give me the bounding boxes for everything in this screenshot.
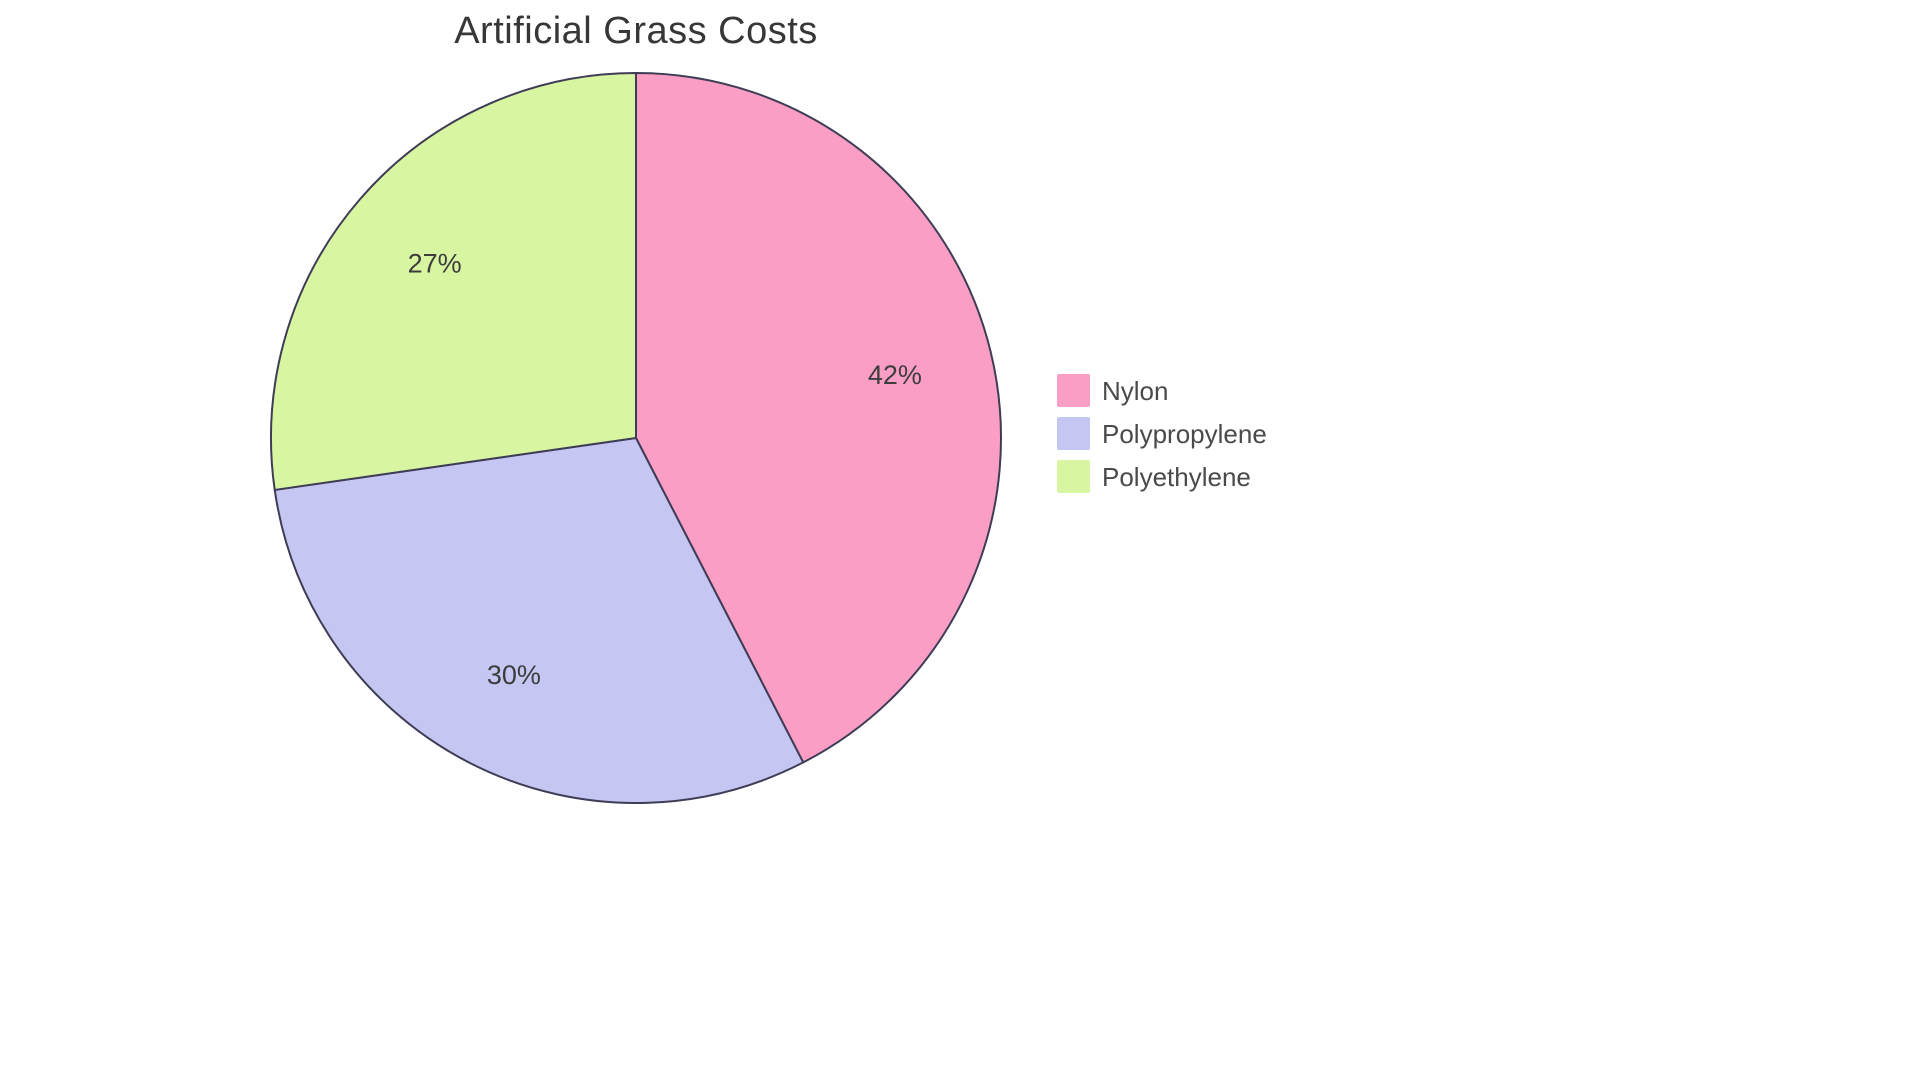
percent-label: 30% bbox=[487, 660, 541, 690]
legend-item: Polyethylene bbox=[1057, 460, 1267, 493]
chart-title: Artificial Grass Costs bbox=[454, 10, 818, 52]
legend-label: Polypropylene bbox=[1102, 418, 1267, 449]
pie-slice-polyethylene bbox=[270, 72, 637, 491]
legend-label: Polyethylene bbox=[1102, 461, 1251, 492]
legend: Nylon Polypropylene Polyethylene bbox=[1057, 374, 1267, 503]
percent-label: 42% bbox=[868, 360, 922, 390]
legend-swatch bbox=[1057, 417, 1090, 450]
legend-swatch bbox=[1057, 374, 1090, 407]
pie-slice-nylon bbox=[635, 72, 1002, 764]
pie-slice-polypropylene bbox=[273, 437, 805, 804]
percent-label: 27% bbox=[408, 249, 462, 279]
legend-swatch bbox=[1057, 460, 1090, 493]
legend-item: Nylon bbox=[1057, 374, 1267, 407]
legend-label: Nylon bbox=[1102, 375, 1169, 406]
legend-item: Polypropylene bbox=[1057, 417, 1267, 450]
